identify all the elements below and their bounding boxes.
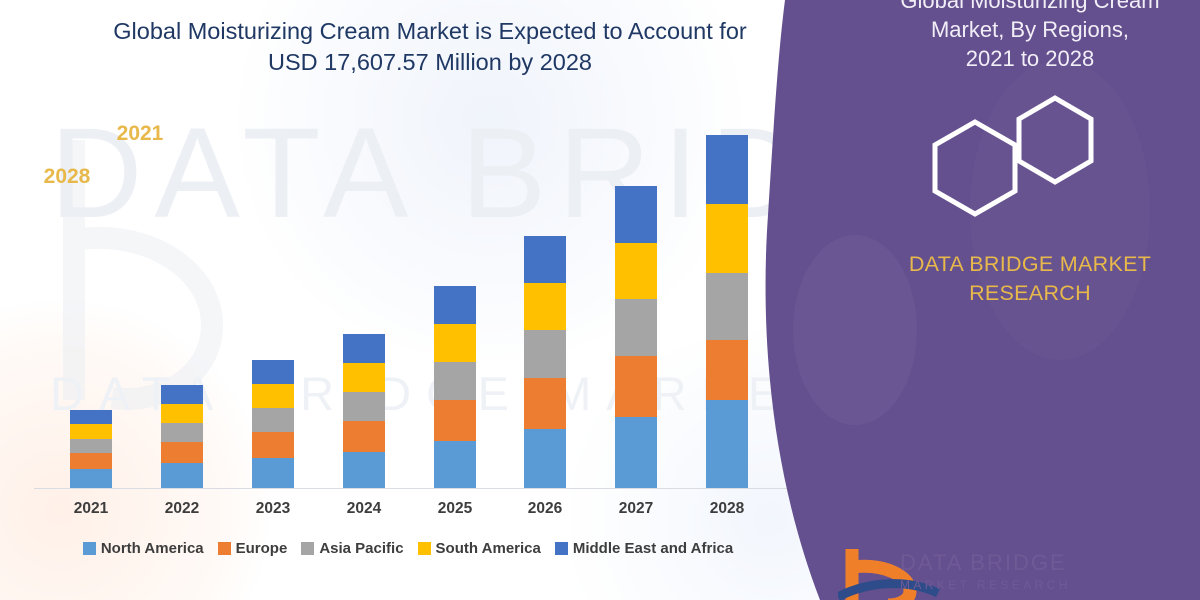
hexagon-2028-label: 2028 xyxy=(43,165,91,188)
bar-segment-2024-asia-pacific xyxy=(343,392,385,421)
x-axis-label-2026: 2026 xyxy=(527,500,563,517)
bar-segment-2024-middle-east-and-africa xyxy=(343,334,385,363)
x-axis-label-2027: 2027 xyxy=(618,500,654,517)
bar-segment-2026-north-america xyxy=(524,429,566,488)
x-axis-label-2023: 2023 xyxy=(255,500,291,517)
bar-segment-2025-north-america xyxy=(434,441,476,488)
bar-segment-2028-north-america xyxy=(706,400,748,488)
bar-2025 xyxy=(434,286,476,488)
x-axis-label-2021: 2021 xyxy=(73,500,109,517)
panel-title-line-1: Global Moisturizing Cream xyxy=(900,0,1160,13)
legend-item-south-america[interactable]: South America xyxy=(417,540,541,557)
bar-segment-2028-asia-pacific xyxy=(706,273,748,340)
legend-label: Asia Pacific xyxy=(319,540,404,557)
bar-segment-2024-south-america xyxy=(343,363,385,392)
logo-tagline: MARKET RESEARCH xyxy=(900,578,1071,592)
legend-item-asia-pacific[interactable]: Asia Pacific xyxy=(301,540,404,557)
bar-segment-2021-asia-pacific xyxy=(70,439,112,453)
legend-label: South America xyxy=(435,540,541,557)
bar-segment-2022-south-america xyxy=(161,404,203,423)
bar-segment-2023-north-america xyxy=(252,458,294,488)
stacked-bar-chart: 2021 2022 2023 2024 2025 2026 2027 2028 xyxy=(34,135,794,517)
bar-2021 xyxy=(70,410,112,488)
chart-baseline xyxy=(34,488,794,489)
logo-bowl xyxy=(851,559,917,600)
bar-segment-2025-middle-east-and-africa xyxy=(434,286,476,324)
bar-segment-2021-middle-east-and-africa xyxy=(70,410,112,424)
legend-swatch-icon xyxy=(417,542,431,555)
bar-segment-2026-asia-pacific xyxy=(524,330,566,378)
brand-logo xyxy=(838,549,940,600)
bar-segment-2024-europe xyxy=(343,421,385,452)
bar-segment-2024-north-america xyxy=(343,452,385,488)
hexagon-2028-outline xyxy=(932,119,1018,217)
panel-title: Global Moisturizing Cream Market, By Reg… xyxy=(860,0,1200,73)
legend-swatch-icon xyxy=(82,542,96,555)
legend-label: Middle East and Africa xyxy=(572,540,734,557)
legend-item-europe[interactable]: Europe xyxy=(217,540,288,557)
bar-2023 xyxy=(252,360,294,488)
bar-segment-2027-asia-pacific xyxy=(615,299,657,356)
bar-segment-2027-north-america xyxy=(615,417,657,488)
page-title: Global Moisturizing Cream Market is Expe… xyxy=(60,16,800,79)
legend-label: North America xyxy=(100,540,204,557)
bar-segment-2022-north-america xyxy=(161,463,203,488)
bar-2022 xyxy=(161,385,203,488)
bar-segment-2027-middle-east-and-africa xyxy=(615,186,657,243)
page-title-line-2: USD 17,607.57 Million by 2028 xyxy=(268,49,592,76)
bar-segment-2022-asia-pacific xyxy=(161,423,203,442)
chart-legend: North America Europe Asia Pacific South Ame… xyxy=(40,540,790,557)
logo-arc xyxy=(838,579,940,600)
bar-segment-2025-south-america xyxy=(434,324,476,362)
x-axis-label-2025: 2025 xyxy=(437,500,473,517)
hexagon-2021-outline xyxy=(1016,95,1094,185)
bar-segment-2026-europe xyxy=(524,378,566,429)
bar-segment-2021-europe xyxy=(70,453,112,469)
legend-item-north-america[interactable]: North America xyxy=(82,540,204,557)
bar-segment-2023-middle-east-and-africa xyxy=(252,360,294,384)
bar-segment-2028-europe xyxy=(706,340,748,400)
bar-segment-2028-south-america xyxy=(706,204,748,273)
panel-brand-line-2: RESEARCH xyxy=(969,281,1091,306)
panel-brand-line-1: DATA BRIDGE MARKET xyxy=(908,252,1152,276)
bar-segment-2026-south-america xyxy=(524,283,566,330)
bar-segment-2027-europe xyxy=(615,356,657,417)
page-title-line-1: Global Moisturizing Cream Market is Expe… xyxy=(113,18,747,44)
bar-segment-2021-north-america xyxy=(70,469,112,488)
bar-segment-2027-south-america xyxy=(615,243,657,299)
legend-swatch-icon xyxy=(554,542,568,555)
x-axis-label-2022: 2022 xyxy=(164,500,200,517)
hexagon-badges xyxy=(932,95,1094,217)
panel-title-line-2: Market, By Regions, xyxy=(930,17,1130,43)
bar-segment-2023-asia-pacific xyxy=(252,408,294,432)
bar-segment-2021-south-america xyxy=(70,424,112,439)
bar-2024 xyxy=(343,334,385,488)
legend-item-middle-east-and-africa[interactable]: Middle East and Africa xyxy=(554,540,734,557)
legend-swatch-icon xyxy=(301,542,315,555)
hexagon-2021-label: 2021 xyxy=(116,122,164,145)
bar-2028 xyxy=(706,135,748,488)
x-axis-label-2024: 2024 xyxy=(346,500,382,517)
legend-swatch-icon xyxy=(217,542,231,555)
panel-brand-name: DATA BRIDGE MARKET RESEARCH xyxy=(880,250,1180,308)
bar-segment-2022-europe xyxy=(161,442,203,463)
bar-segment-2025-asia-pacific xyxy=(434,362,476,400)
bar-2027 xyxy=(615,186,657,488)
bar-segment-2023-europe xyxy=(252,432,294,458)
bar-segment-2022-middle-east-and-africa xyxy=(161,385,203,404)
bar-2026 xyxy=(524,236,566,488)
bar-segment-2025-europe xyxy=(434,400,476,441)
bar-segment-2023-south-america xyxy=(252,384,294,408)
bar-segment-2028-middle-east-and-africa xyxy=(706,135,748,204)
x-axis-label-2028: 2028 xyxy=(709,500,745,517)
bar-segment-2026-middle-east-and-africa xyxy=(524,236,566,283)
logo-name: DATA BRIDGE xyxy=(900,550,1067,575)
legend-label: Europe xyxy=(235,540,288,557)
panel-title-line-3: 2021 to 2028 xyxy=(965,46,1095,72)
